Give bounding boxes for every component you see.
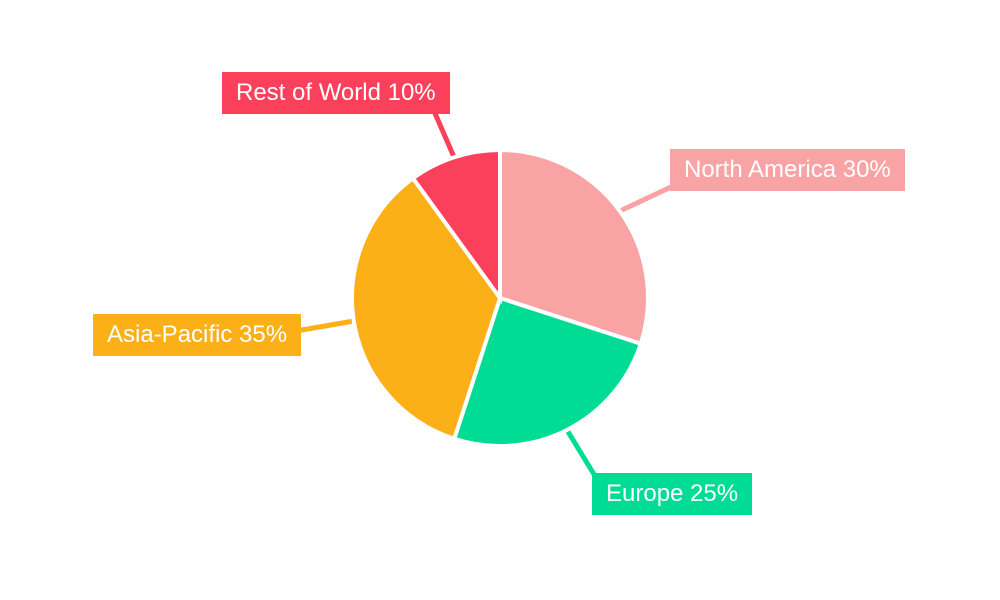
pie-slice-asia-pacific[interactable]	[350, 175, 503, 442]
leader-lines-group	[289, 110, 673, 478]
label-rest-of-world: Rest of World 10%	[222, 72, 450, 114]
pie-slice-rest-of-world[interactable]	[410, 147, 502, 305]
label-north-america: North America 30%	[670, 149, 905, 191]
pie-slice-europe[interactable]	[451, 295, 644, 448]
leader-line-europe	[564, 428, 598, 478]
pie-slice-north-america[interactable]	[498, 147, 650, 347]
leader-line-north-america	[618, 184, 673, 214]
label-asia-pacific: Asia-Pacific 35%	[93, 314, 302, 356]
pie-wedges-group	[350, 147, 650, 448]
leader-line-rest-of-world	[431, 110, 457, 158]
label-europe: Europe 25%	[592, 473, 753, 515]
